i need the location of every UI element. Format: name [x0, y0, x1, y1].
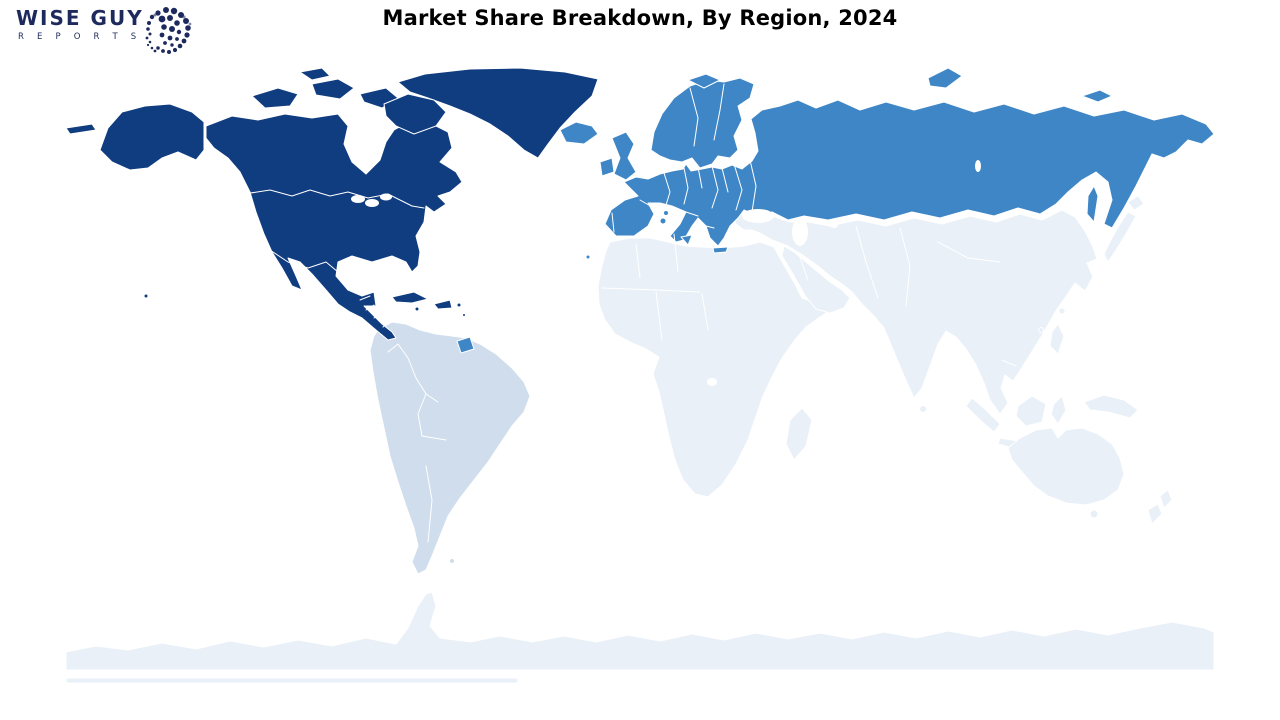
arabian-peninsula	[781, 245, 851, 314]
region-north-america	[65, 67, 599, 341]
country-borders	[205, 83, 1017, 543]
us-mexico-border	[269, 249, 339, 273]
great-lake	[351, 195, 365, 203]
japan-hokkaido	[1127, 195, 1145, 211]
french-guiana	[456, 336, 475, 354]
aleutian-islands	[65, 123, 97, 135]
taiwan	[1058, 307, 1066, 315]
hawaii	[143, 293, 149, 299]
caspian-sea	[792, 218, 808, 246]
cuba	[391, 291, 429, 304]
new-zealand-north	[1159, 489, 1173, 509]
central-america-borders	[359, 295, 391, 328]
madagascar	[785, 407, 813, 461]
antarctica	[65, 591, 1215, 671]
sulawesi	[1050, 395, 1067, 425]
africa-borders	[601, 233, 709, 341]
lesser-antilles	[462, 313, 466, 317]
lake-baikal	[975, 160, 981, 172]
borneo	[1015, 395, 1047, 427]
region-south-america	[369, 321, 531, 575]
new-siberian-islands	[1081, 89, 1113, 103]
sri-lanka	[919, 405, 927, 413]
us-canada-border	[205, 189, 425, 209]
region-rest-of-world	[65, 195, 1215, 684]
aral-sea	[830, 222, 838, 228]
antarctica-ice-shelf	[65, 677, 519, 684]
dotted-head-icon	[145, 7, 192, 54]
sicily	[680, 234, 693, 246]
puerto-rico	[456, 302, 462, 308]
logo-text: WISE GUY R E P O R T S	[16, 6, 144, 43]
falkland-islands	[449, 558, 455, 564]
asia-mainland	[733, 209, 1098, 415]
sardinia	[659, 217, 667, 225]
logo-tagline: R E P O R T S	[18, 32, 142, 42]
corsica	[663, 210, 669, 216]
japan-honshu	[1103, 211, 1137, 263]
greenland	[397, 67, 599, 159]
ireland	[599, 157, 615, 177]
great-britain	[611, 131, 637, 181]
lake-victoria	[707, 378, 717, 386]
arctic-island	[251, 87, 299, 109]
africa	[597, 237, 833, 498]
crete	[712, 246, 729, 254]
hispaniola	[433, 299, 453, 310]
asia-borders	[797, 225, 1017, 367]
sumatra	[965, 397, 1001, 433]
arctic-island	[299, 67, 331, 81]
wise-guy-reports-logo: WISE GUY R E P O R T S	[16, 6, 196, 59]
novaya-zemlya	[927, 67, 963, 89]
chart-title: Market Share Breakdown, By Region, 2024	[382, 6, 898, 30]
europe-borders	[611, 83, 757, 233]
baffin-island	[383, 93, 447, 135]
tasmania	[1089, 509, 1099, 519]
arctic-island	[311, 78, 355, 100]
scandinavia	[650, 77, 755, 169]
black-sea	[742, 209, 774, 223]
alaska	[99, 103, 205, 171]
philippines	[1049, 323, 1065, 355]
hainan	[1038, 327, 1044, 333]
sakhalin	[1086, 185, 1099, 223]
north-america-mainland	[205, 113, 463, 341]
new-zealand-south	[1147, 503, 1163, 525]
canary-islands	[585, 254, 591, 260]
new-guinea	[1083, 394, 1139, 419]
south-america-borders	[387, 343, 447, 543]
svalbard	[687, 73, 721, 89]
logo-wordmark: WISE GUY	[16, 6, 144, 30]
south-america-mainland	[369, 321, 531, 575]
jamaica	[414, 306, 420, 312]
great-lake	[365, 199, 379, 207]
iceland	[559, 121, 599, 145]
australia	[1007, 427, 1125, 506]
